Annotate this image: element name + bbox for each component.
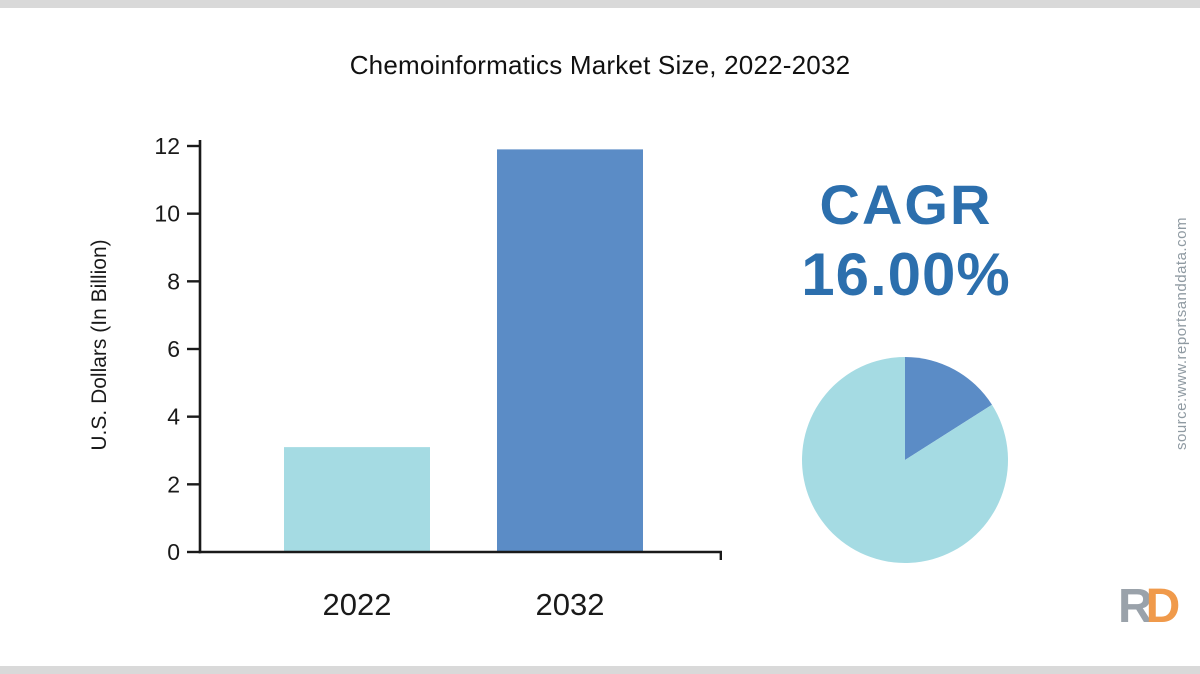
top-border-strip [0, 0, 1200, 8]
bar-2022 [284, 447, 430, 552]
pie-slice-remainder [802, 357, 1009, 563]
logo-letter-d: D [1145, 580, 1181, 633]
source-text: source:www.reportsanddata.com [1173, 217, 1190, 451]
bottom-border-strip [0, 666, 1200, 674]
y-axis-label: U.S. Dollars (In Billion) [90, 239, 111, 450]
y-tick-label: 6 [167, 336, 180, 362]
chart-title: Chemoinformatics Market Size, 2022-2032 [349, 50, 851, 80]
y-tick-label: 0 [167, 539, 180, 565]
bar-2032 [497, 149, 643, 552]
cagr-label: CAGR [819, 173, 993, 236]
brand-logo: RD [1118, 583, 1180, 631]
bar-chart: 0 2 4 6 8 10 12 2022 2032 U.S. Dollars (In Billio… [90, 133, 722, 622]
y-tick-label: 2 [167, 471, 180, 497]
y-tick-label: 4 [167, 404, 180, 430]
y-tick-label: 10 [154, 201, 180, 227]
logo-letter-r: R [1118, 580, 1153, 633]
y-tick-label: 8 [167, 268, 180, 294]
x-category-label: 2032 [536, 587, 605, 622]
cagr-block: CAGR 16.00% [750, 173, 1062, 308]
x-category-label: 2022 [323, 587, 392, 622]
y-tick-label: 12 [154, 133, 180, 159]
pie-slice-cagr-highlight-slice [905, 357, 992, 460]
pie-chart [802, 357, 1009, 563]
cagr-value: 16.00% [801, 240, 1011, 308]
